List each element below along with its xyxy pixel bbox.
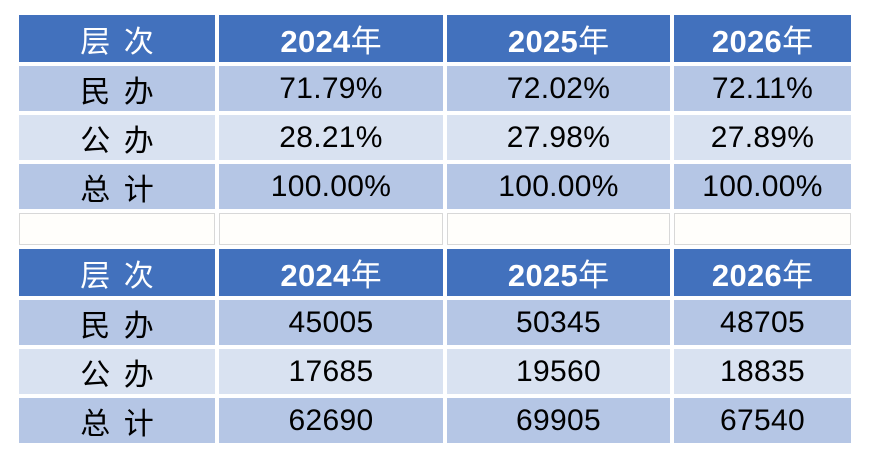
cell-value: 17685: [219, 349, 443, 394]
cell-value: 71.79%: [219, 66, 443, 111]
year-suffix: 年: [782, 258, 814, 294]
cell-value: 72.02%: [447, 66, 670, 111]
cell-value: 67540: [674, 398, 851, 443]
enrollment-data-grid: 层次 2024年 2025年 2026年 民办 71.79% 72.02% 72.11% 公办 2…: [15, 11, 855, 447]
enrollment-count-table-row-2: 总计 62690 69905 67540: [19, 398, 851, 443]
column-header-year-2025: 2025年: [447, 249, 670, 296]
year-number: 2024: [280, 24, 351, 59]
year-number: 2026: [711, 258, 783, 293]
enrollment-share-table-header-row: 层次 2024年 2025年 2026年: [19, 15, 851, 62]
year-suffix: 年: [578, 258, 610, 294]
row-header: 总计: [19, 398, 215, 443]
column-header-level: 层次: [19, 249, 215, 296]
row-header: 民办: [19, 300, 215, 345]
row-header: 总计: [19, 164, 215, 209]
column-header-year-2026: 2026年: [674, 15, 851, 62]
row-header: 民办: [19, 66, 215, 111]
cell-value: 18835: [674, 349, 851, 394]
cell-value: 100.00%: [219, 164, 443, 209]
cell-value: 27.98%: [447, 115, 670, 160]
cell-value: 48705: [674, 300, 851, 345]
enrollment-share-table-row-2: 总计 100.00% 100.00% 100.00%: [19, 164, 851, 209]
spacer-cell: [19, 213, 215, 245]
column-header-year-2025: 2025年: [447, 15, 670, 62]
spacer-row: [19, 213, 851, 245]
cell-value: 100.00%: [674, 164, 851, 209]
cell-value: 45005: [219, 300, 443, 345]
column-header-year-2026: 2026年: [674, 249, 851, 296]
year-suffix: 年: [782, 24, 814, 60]
enrollment-share-table-row-1: 公办 28.21% 27.98% 27.89%: [19, 115, 851, 160]
enrollment-count-table-row-1: 公办 17685 19560 18835: [19, 349, 851, 394]
column-header-year-2024: 2024年: [219, 249, 443, 296]
column-header-level: 层次: [19, 15, 215, 62]
cell-value: 28.21%: [219, 115, 443, 160]
enrollment-count-table-header-row: 层次 2024年 2025年 2026年: [19, 249, 851, 296]
year-number: 2024: [280, 258, 351, 293]
enrollment-count-table-row-0: 民办 45005 50345 48705: [19, 300, 851, 345]
enrollment-share-table-row-0: 民办 71.79% 72.02% 72.11%: [19, 66, 851, 111]
year-suffix: 年: [578, 24, 610, 60]
row-header: 公办: [19, 349, 215, 394]
cell-value: 100.00%: [447, 164, 670, 209]
cell-value: 50345: [447, 300, 670, 345]
grid-body: 层次 2024年 2025年 2026年 民办 71.79% 72.02% 72.11% 公办 2…: [19, 15, 851, 443]
cell-value: 27.89%: [674, 115, 851, 160]
column-header-year-2024: 2024年: [219, 15, 443, 62]
cell-value: 72.11%: [674, 66, 851, 111]
year-number: 2026: [711, 24, 783, 59]
spacer-cell: [447, 213, 670, 245]
year-number: 2025: [507, 258, 579, 293]
spacer-cell: [674, 213, 851, 245]
year-suffix: 年: [350, 24, 382, 60]
year-suffix: 年: [350, 258, 382, 294]
cell-value: 69905: [447, 398, 670, 443]
spacer-cell: [219, 213, 443, 245]
cell-value: 19560: [447, 349, 670, 394]
year-number: 2025: [507, 24, 579, 59]
cell-value: 62690: [219, 398, 443, 443]
row-header: 公办: [19, 115, 215, 160]
